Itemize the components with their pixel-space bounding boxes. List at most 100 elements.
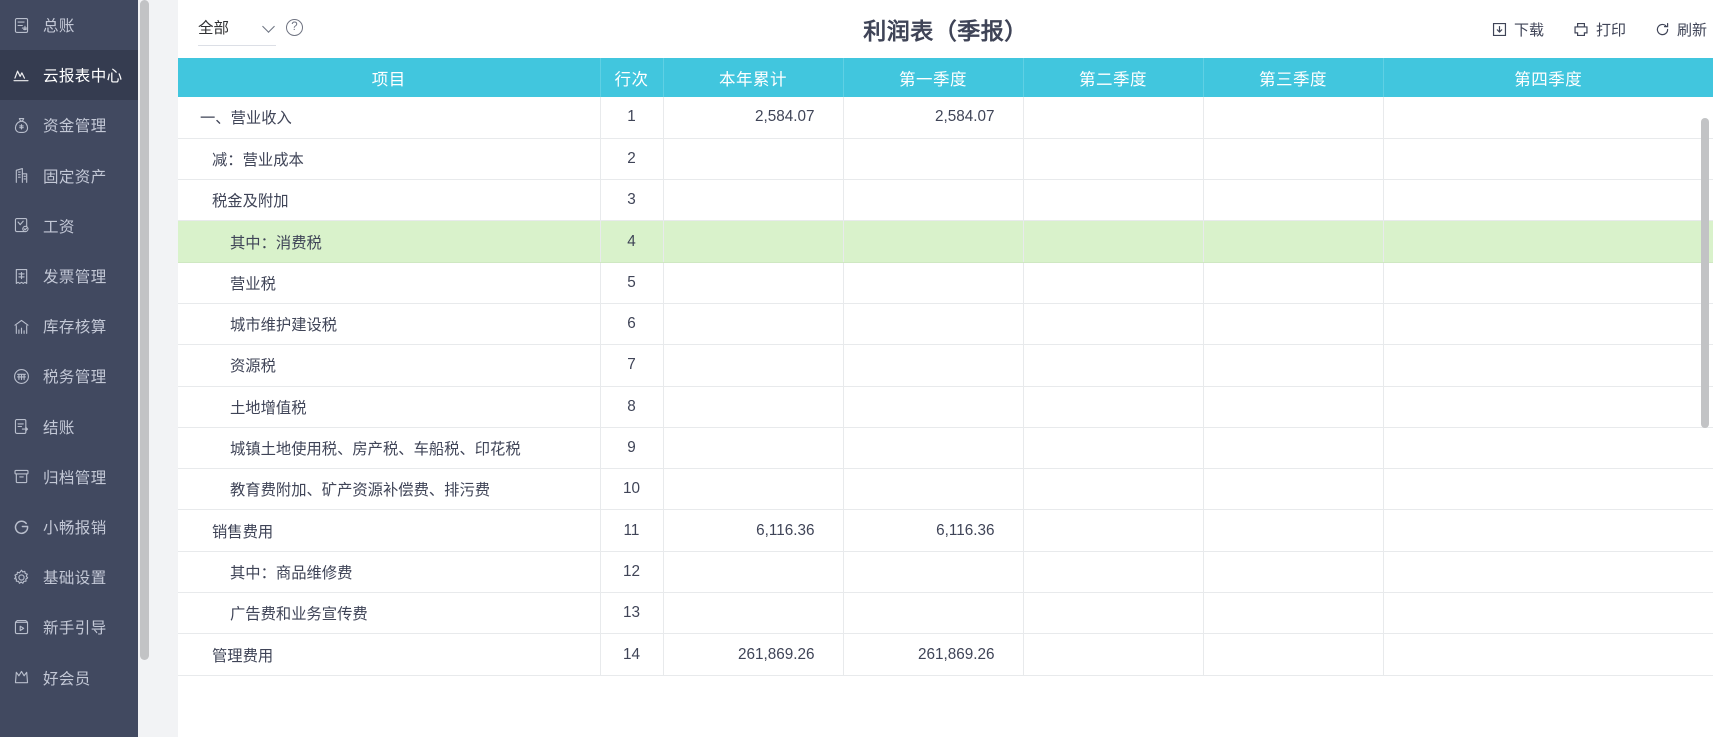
cell-ytd[interactable]: 261,869.26 — [663, 633, 844, 676]
cell-ytd[interactable] — [663, 386, 844, 428]
sidebar-item-3[interactable]: 固定资产 — [0, 151, 138, 201]
cell-item[interactable]: 土地增值税 — [178, 386, 601, 428]
cell-q2[interactable] — [1023, 303, 1204, 346]
cell-q1[interactable]: 6,116.36 — [843, 509, 1024, 552]
sidebar-scrollbar-thumb[interactable] — [140, 0, 149, 660]
cell-q1[interactable] — [843, 551, 1024, 594]
table-row[interactable]: 城市维护建设税 6 — [178, 303, 1713, 346]
cell-q2[interactable] — [1023, 633, 1204, 676]
table-row[interactable]: 其中：商品维修费 12 — [178, 551, 1713, 594]
cell-q2[interactable] — [1023, 386, 1204, 428]
cell-q3[interactable] — [1203, 220, 1384, 263]
cell-q2[interactable] — [1023, 344, 1204, 387]
cell-q3[interactable] — [1203, 303, 1384, 346]
cell-q3[interactable] — [1203, 468, 1384, 511]
cell-q4[interactable] — [1383, 179, 1713, 222]
cell-line-no[interactable]: 9 — [600, 427, 664, 470]
cell-ytd[interactable]: 2,584.07 — [663, 97, 844, 139]
cell-q4[interactable] — [1383, 509, 1713, 552]
cell-ytd[interactable] — [663, 551, 844, 594]
help-icon[interactable]: ? — [286, 19, 303, 36]
cell-q4[interactable] — [1383, 220, 1713, 263]
cell-q1[interactable] — [843, 179, 1024, 222]
cell-q1[interactable]: 261,869.26 — [843, 633, 1024, 676]
cell-q3[interactable] — [1203, 551, 1384, 594]
cell-q2[interactable] — [1023, 179, 1204, 222]
cell-line-no[interactable]: 7 — [600, 344, 664, 387]
sidebar-item-10[interactable]: 小畅报销 — [0, 502, 138, 552]
column-header-1[interactable]: 行次 — [600, 58, 664, 97]
table-row[interactable]: 土地增值税 8 — [178, 386, 1713, 428]
sidebar-item-13[interactable]: 好会员 — [0, 652, 138, 702]
cell-q3[interactable] — [1203, 138, 1384, 181]
table-row[interactable]: 教育费附加、矿产资源补偿费、排污费 10 — [178, 468, 1713, 511]
table-row[interactable]: 广告费和业务宣传费 13 — [178, 592, 1713, 635]
table-row[interactable]: 一、营业收入 1 2,584.07 2,584.07 — [178, 97, 1713, 139]
cell-q2[interactable] — [1023, 138, 1204, 181]
table-row[interactable]: 资源税 7 — [178, 344, 1713, 387]
cell-q4[interactable] — [1383, 633, 1713, 676]
cell-q4[interactable] — [1383, 592, 1713, 635]
cell-q2[interactable] — [1023, 220, 1204, 263]
cell-q1[interactable] — [843, 303, 1024, 346]
cell-q2[interactable] — [1023, 262, 1204, 304]
cell-ytd[interactable]: 6,116.36 — [663, 509, 844, 552]
cell-q4[interactable] — [1383, 386, 1713, 428]
scope-select[interactable]: 全部 — [198, 13, 276, 46]
cell-q4[interactable] — [1383, 468, 1713, 511]
cell-q3[interactable] — [1203, 592, 1384, 635]
cell-item[interactable]: 其中：消费税 — [178, 220, 601, 263]
cell-q4[interactable] — [1383, 427, 1713, 470]
sidebar-item-2[interactable]: 资金管理 — [0, 100, 138, 150]
cell-q4[interactable] — [1383, 138, 1713, 181]
cell-item[interactable]: 城市维护建设税 — [178, 303, 601, 346]
cell-ytd[interactable] — [663, 303, 844, 346]
cell-line-no[interactable]: 6 — [600, 303, 664, 346]
sidebar-item-0[interactable]: 总账 — [0, 0, 138, 50]
cell-line-no[interactable]: 13 — [600, 592, 664, 635]
cell-q1[interactable] — [843, 262, 1024, 304]
cell-item[interactable]: 一、营业收入 — [178, 97, 601, 139]
cell-q2[interactable] — [1023, 551, 1204, 594]
cell-line-no[interactable]: 3 — [600, 179, 664, 222]
cell-q1[interactable] — [843, 344, 1024, 387]
cell-line-no[interactable]: 8 — [600, 386, 664, 428]
table-row[interactable]: 税金及附加 3 — [178, 179, 1713, 222]
sidebar-item-8[interactable]: 结账 — [0, 402, 138, 452]
cell-q1[interactable] — [843, 468, 1024, 511]
cell-line-no[interactable]: 10 — [600, 468, 664, 511]
cell-item[interactable]: 减：营业成本 — [178, 138, 601, 181]
sidebar-item-11[interactable]: 基础设置 — [0, 552, 138, 602]
cell-q4[interactable] — [1383, 262, 1713, 304]
column-header-2[interactable]: 本年累计 — [663, 58, 844, 97]
cell-line-no[interactable]: 14 — [600, 633, 664, 676]
cell-line-no[interactable]: 2 — [600, 138, 664, 181]
cell-q2[interactable] — [1023, 468, 1204, 511]
cell-line-no[interactable]: 11 — [600, 509, 664, 552]
sidebar-item-1[interactable]: 云报表中心 — [0, 50, 138, 101]
cell-q2[interactable] — [1023, 97, 1204, 139]
cell-line-no[interactable]: 1 — [600, 97, 664, 139]
cell-ytd[interactable] — [663, 427, 844, 470]
cell-item[interactable]: 管理费用 — [178, 633, 601, 676]
cell-q1[interactable] — [843, 220, 1024, 263]
cell-line-no[interactable]: 12 — [600, 551, 664, 594]
download-button[interactable]: 下载 — [1491, 19, 1544, 40]
cell-item[interactable]: 其中：商品维修费 — [178, 551, 601, 594]
column-header-5[interactable]: 第三季度 — [1203, 58, 1384, 97]
cell-q3[interactable] — [1203, 262, 1384, 304]
cell-ytd[interactable] — [663, 179, 844, 222]
cell-ytd[interactable] — [663, 592, 844, 635]
sidebar-item-4[interactable]: 工资 — [0, 201, 138, 251]
cell-q4[interactable] — [1383, 303, 1713, 346]
cell-q2[interactable] — [1023, 509, 1204, 552]
column-header-0[interactable]: 项目 — [178, 58, 601, 97]
sidebar-item-9[interactable]: 归档管理 — [0, 452, 138, 502]
cell-item[interactable]: 城镇土地使用税、房产税、车船税、印花税 — [178, 427, 601, 470]
table-row[interactable]: 城镇土地使用税、房产税、车船税、印花税 9 — [178, 427, 1713, 470]
table-row[interactable]: 减：营业成本 2 — [178, 138, 1713, 181]
print-button[interactable]: 打印 — [1572, 19, 1626, 40]
cell-q3[interactable] — [1203, 633, 1384, 676]
cell-q3[interactable] — [1203, 509, 1384, 552]
cell-q1[interactable]: 2,584.07 — [843, 97, 1024, 139]
